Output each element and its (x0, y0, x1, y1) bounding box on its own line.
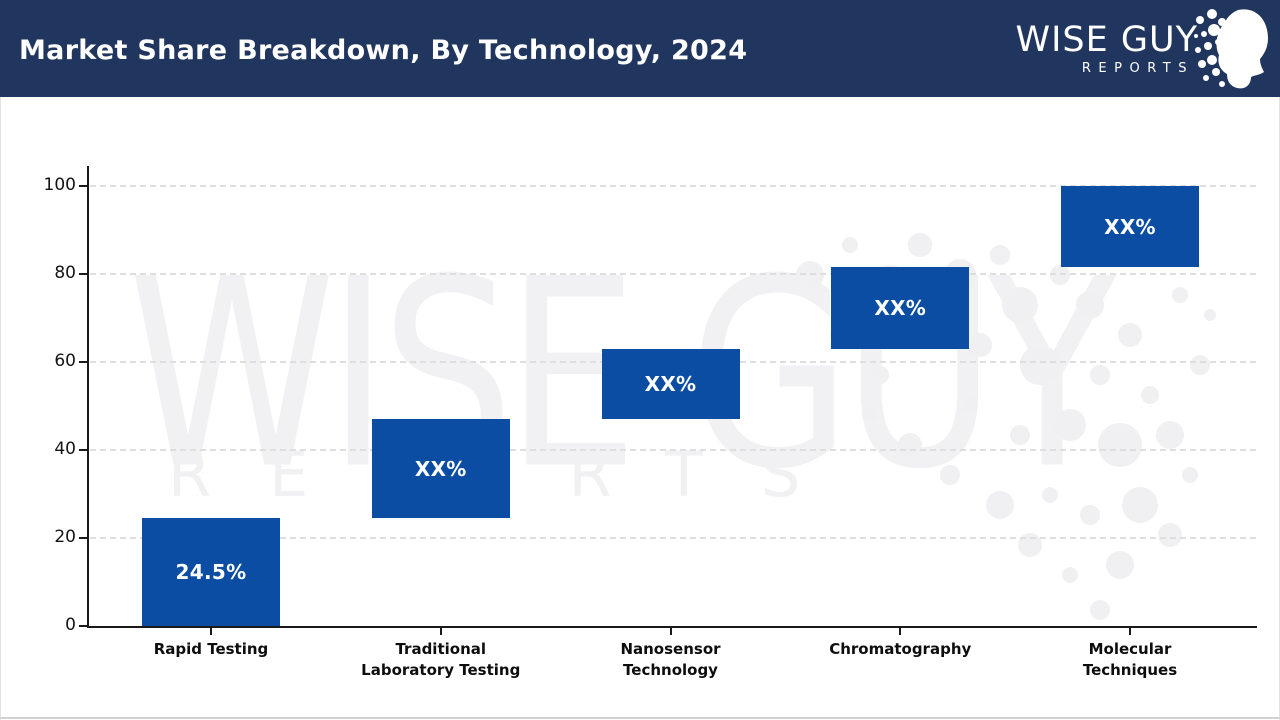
y-tick-label: 100 (43, 175, 76, 195)
gridline-20 (90, 537, 1256, 539)
y-tick-mark (79, 537, 87, 539)
chart-title: Market Share Breakdown, By Technology, 2… (19, 35, 748, 66)
y-tick-label: 0 (65, 615, 76, 635)
wiseguy-logo: WISE GUY REPORTS (1010, 4, 1270, 94)
y-tick-mark (79, 449, 87, 451)
x-tick-mark (439, 628, 442, 635)
y-tick-label: 20 (54, 527, 76, 547)
gridline-40 (90, 449, 1256, 451)
bar-nanosensor-technology: XX% (601, 348, 740, 420)
bar-rapid-testing: 24.5% (142, 518, 280, 626)
logo-head-icon (1194, 9, 1268, 89)
page-border-bottom (0, 717, 1280, 719)
x-tick-mark (210, 628, 212, 635)
x-tick-mark (899, 628, 902, 635)
x-category-label: Molecular Techniques (1082, 640, 1178, 679)
y-tick-mark (79, 625, 87, 627)
y-tick-mark (79, 273, 87, 275)
y-tick-label: 60 (54, 351, 76, 371)
bar-value-label: XX% (874, 296, 927, 321)
y-axis-line (87, 166, 89, 628)
y-tick-mark (79, 361, 87, 363)
x-category-label: Traditional Laboratory Testing (361, 640, 521, 679)
logo-subtext: REPORTS (1081, 61, 1194, 76)
y-tick-mark (79, 185, 87, 187)
logo-wordmark: WISE GUY (1015, 20, 1198, 60)
x-tick-mark (669, 628, 672, 635)
header-bar: Market Share Breakdown, By Technology, 2… (0, 0, 1280, 97)
gridline-80 (90, 273, 1256, 275)
y-tick-label: 40 (54, 439, 76, 459)
y-tick-label: 80 (54, 263, 76, 283)
bar-traditional-laboratory-testing: XX% (371, 419, 510, 519)
x-category-label: Rapid Testing (153, 640, 269, 658)
page-border-left (0, 97, 1, 720)
x-category-label: Nanosensor Technology (620, 640, 721, 679)
bar-value-label: XX% (644, 371, 697, 396)
bar-chromatography: XX% (831, 267, 970, 349)
x-category-label: Chromatography (829, 640, 972, 658)
bar-value-label: XX% (414, 456, 467, 481)
x-tick-mark (1129, 628, 1131, 635)
bar-molecular-techniques: XX% (1061, 186, 1199, 268)
gridline-100 (90, 185, 1256, 187)
bar-value-label: XX% (1104, 214, 1156, 239)
x-axis-line (87, 626, 1257, 628)
bar-value-label: 24.5% (175, 560, 247, 585)
